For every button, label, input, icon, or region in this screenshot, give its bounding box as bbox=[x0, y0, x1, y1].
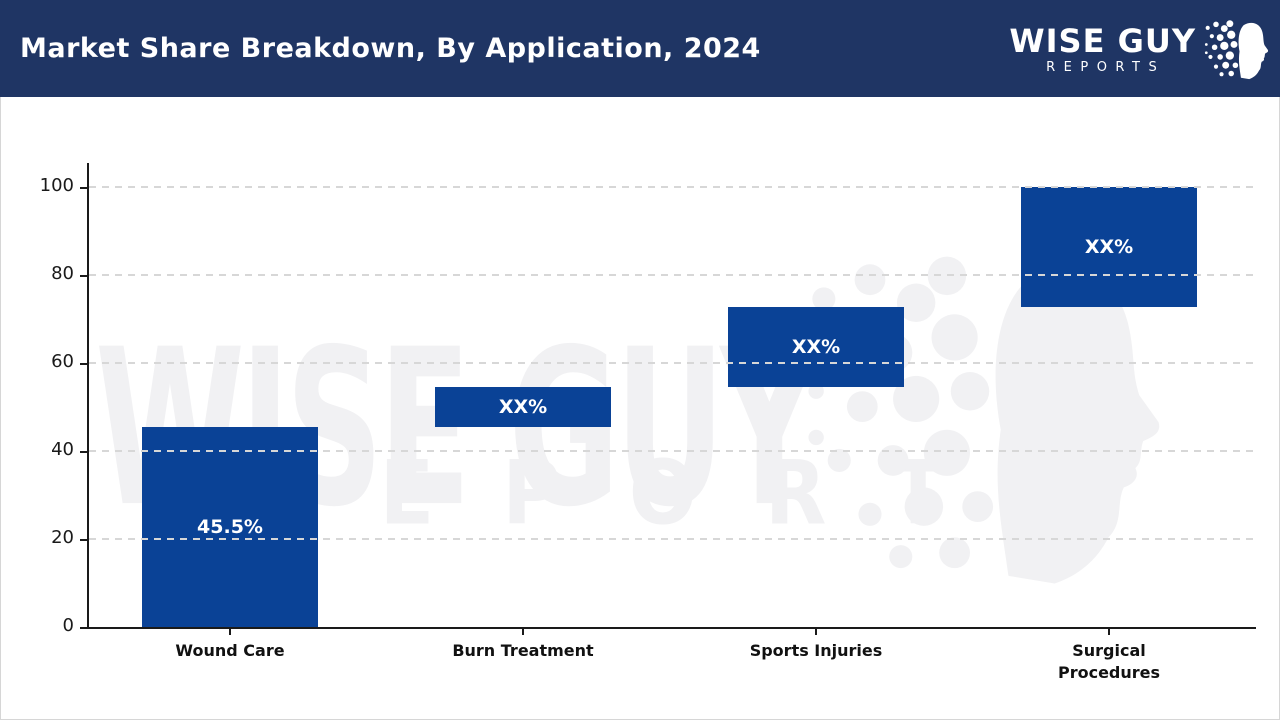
bar-value-label: XX% bbox=[791, 336, 841, 359]
gridline bbox=[89, 274, 1255, 276]
y-axis-tick bbox=[80, 627, 87, 629]
bar-burn-treatment: XX% bbox=[435, 387, 611, 427]
bar-value-label: 45.5% bbox=[197, 515, 263, 538]
page-title: Market Share Breakdown, By Application, … bbox=[20, 33, 761, 64]
logo-tagline: REPORTS bbox=[1046, 59, 1166, 75]
x-axis-label-surgical-procedures: Surgical Procedures bbox=[1057, 641, 1161, 682]
logo-text: WISE GUY REPORTS bbox=[1009, 25, 1196, 75]
x-axis-label-wound-care: Wound Care bbox=[175, 641, 285, 660]
x-axis-tick bbox=[522, 629, 524, 635]
y-axis-tick-label: 60 bbox=[51, 351, 74, 372]
bar-value-label: XX% bbox=[498, 395, 548, 418]
y-axis-tick-label: 40 bbox=[51, 439, 74, 460]
bar-sports-injuries: XX% bbox=[728, 307, 904, 388]
bar-wound-care: 45.5% bbox=[142, 426, 318, 627]
bar-value-label: XX% bbox=[1084, 236, 1134, 259]
waterfall-chart: WISE GUY REPORTS 45.5% XX% XX% XX% Wound… bbox=[0, 97, 1280, 720]
x-axis-line bbox=[87, 627, 1256, 629]
wiseguy-logo: WISE GUY REPORTS bbox=[1009, 8, 1270, 92]
y-axis-tick bbox=[80, 539, 87, 541]
gridline bbox=[89, 538, 1255, 540]
logo-wordmark: WISE GUY bbox=[1009, 22, 1196, 61]
y-axis-tick bbox=[80, 187, 87, 189]
x-axis-tick bbox=[815, 629, 817, 635]
bar-surgical-procedures: XX% bbox=[1021, 187, 1197, 308]
gridline bbox=[89, 186, 1255, 188]
header-bar: Market Share Breakdown, By Application, … bbox=[0, 0, 1280, 97]
y-axis-tick-label: 80 bbox=[51, 263, 74, 284]
y-axis-tick-label: 100 bbox=[39, 175, 74, 196]
y-axis-tick bbox=[80, 275, 87, 277]
gridline bbox=[89, 450, 1255, 452]
y-axis-tick-label: 20 bbox=[51, 527, 74, 548]
x-axis-tick bbox=[1108, 629, 1110, 635]
x-axis-label-sports-injuries: Sports Injuries bbox=[749, 641, 883, 660]
x-axis-tick bbox=[229, 629, 231, 635]
gridline bbox=[89, 362, 1255, 364]
logo-face-icon bbox=[1204, 20, 1269, 80]
y-axis-line bbox=[87, 163, 89, 627]
x-axis-label-burn-treatment: Burn Treatment bbox=[452, 641, 594, 660]
y-axis-tick-label: 0 bbox=[62, 615, 74, 636]
y-axis-tick bbox=[80, 451, 87, 453]
y-axis-tick bbox=[80, 363, 87, 365]
